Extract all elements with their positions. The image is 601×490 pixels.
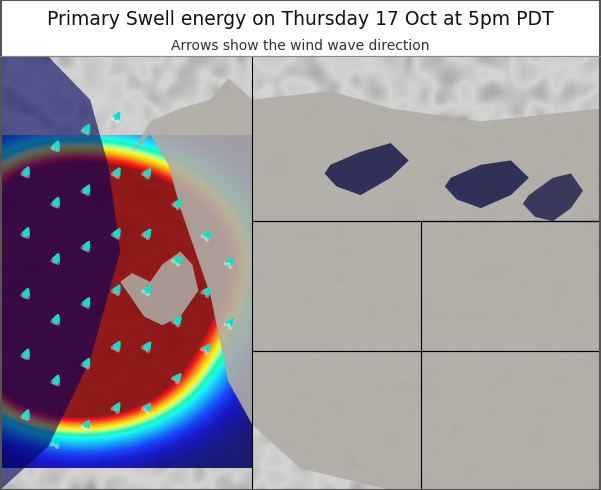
- Polygon shape: [0, 56, 120, 490]
- Text: Primary Swell energy on Thursday 17 Oct at 5pm PDT: Primary Swell energy on Thursday 17 Oct …: [47, 10, 554, 29]
- Polygon shape: [325, 143, 409, 195]
- Polygon shape: [523, 173, 583, 221]
- Polygon shape: [132, 78, 601, 490]
- Polygon shape: [445, 160, 529, 208]
- Polygon shape: [120, 251, 198, 325]
- Text: Arrows show the wind wave direction: Arrows show the wind wave direction: [171, 39, 430, 53]
